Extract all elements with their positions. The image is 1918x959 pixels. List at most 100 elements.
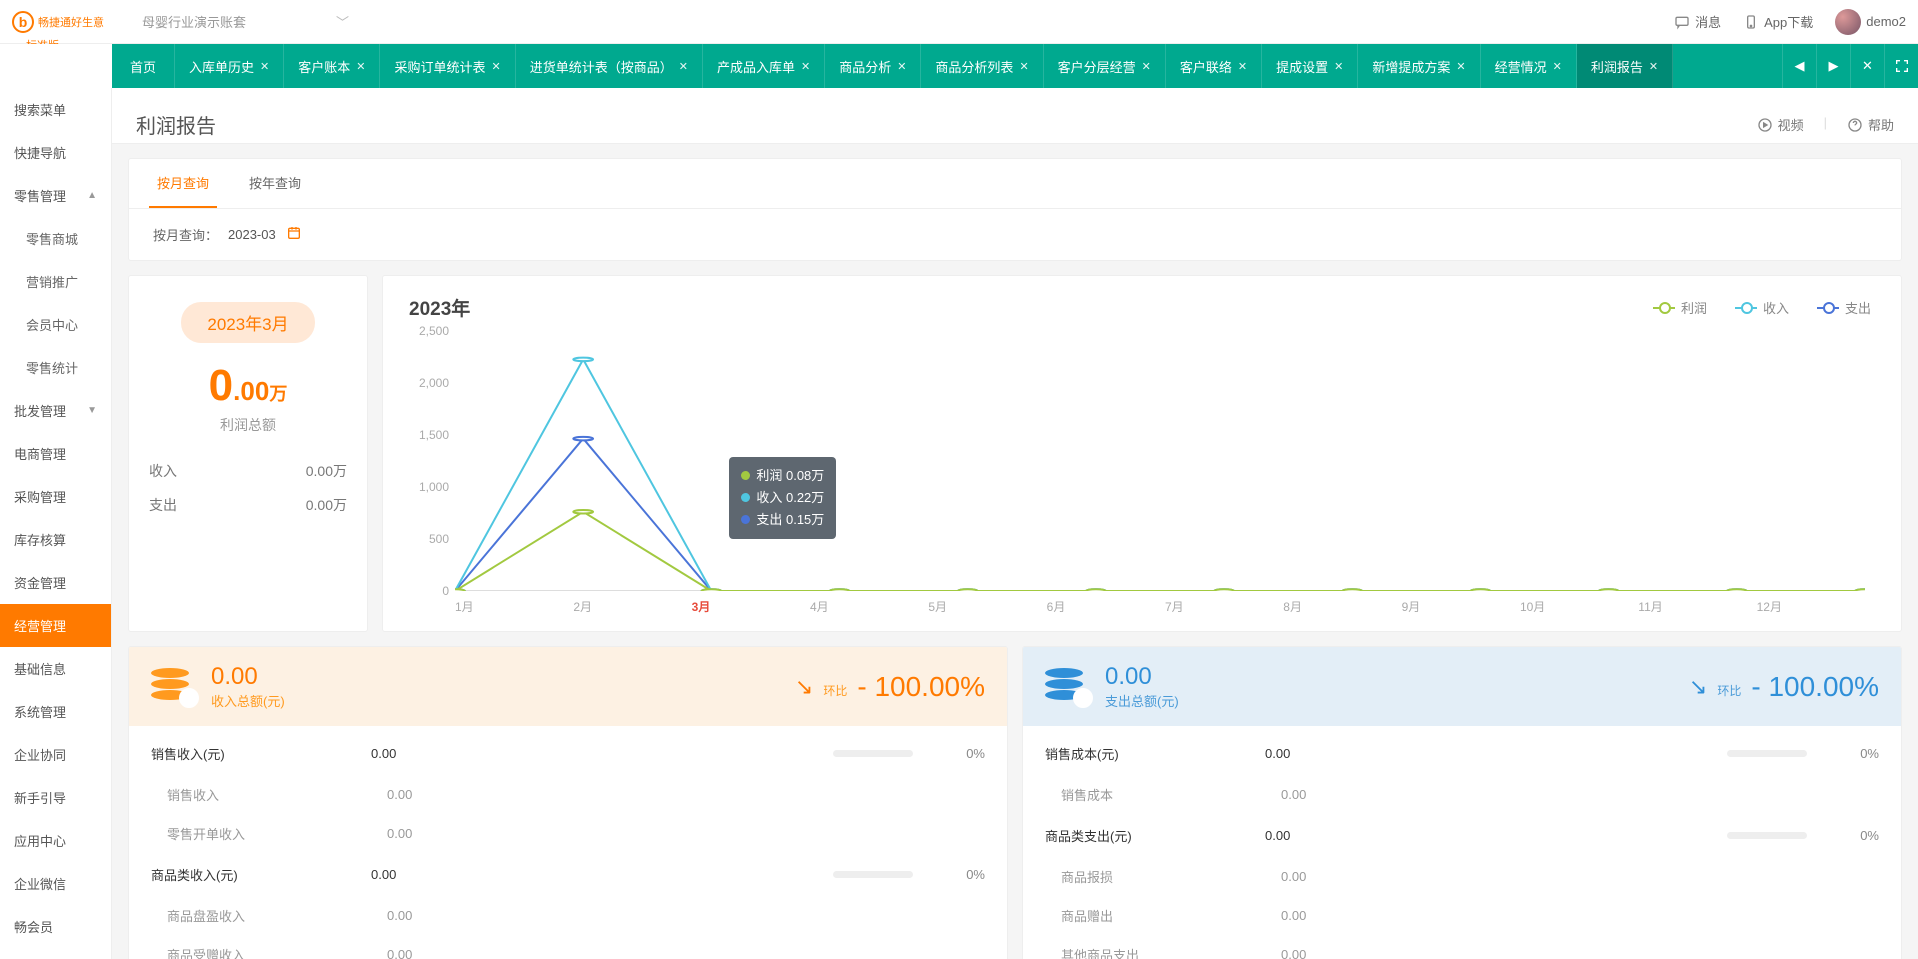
sidebar-item-15[interactable]: 企业协同 (0, 733, 111, 776)
tab-close-all-button[interactable]: ✕ (1850, 44, 1884, 88)
tab-4[interactable]: 进货单统计表（按商品）✕ (516, 44, 703, 88)
sidebar-item-12[interactable]: 经营管理 (0, 604, 111, 647)
x-tick: 9月 (1402, 598, 1520, 615)
sidebar-item-5[interactable]: 会员中心 (0, 303, 111, 346)
chevron-icon: ▲ (87, 190, 97, 201)
tab-fullscreen-button[interactable] (1884, 44, 1918, 88)
close-icon[interactable]: ✕ (1649, 60, 1658, 73)
sidebar-item-2[interactable]: 零售管理▲ (0, 174, 111, 217)
tab-11[interactable]: 新增提成方案✕ (1358, 44, 1480, 88)
chart-plot: 利润 0.08万收入 0.22万支出 0.15万 (455, 337, 1865, 591)
query-value[interactable]: 2023-03 (228, 227, 276, 242)
tab-2[interactable]: 客户账本✕ (284, 44, 380, 88)
sidebar-item-10[interactable]: 库存核算 (0, 518, 111, 561)
tab-query-year[interactable]: 按年查询 (241, 159, 309, 208)
tab-6[interactable]: 商品分析✕ (825, 44, 921, 88)
tab-scroll-right-button[interactable]: ▶ (1816, 44, 1850, 88)
tab-1[interactable]: 入库单历史✕ (175, 44, 284, 88)
x-tick: 7月 (1165, 598, 1283, 615)
month-pill: 2023年3月 (181, 302, 314, 343)
chart-card: 2023年 利润 收入 支出 05001,0001,5002,0002,500 … (382, 275, 1902, 632)
sidebar-item-7[interactable]: 批发管理▼ (0, 389, 111, 432)
sidebar-item-6[interactable]: 零售统计 (0, 346, 111, 389)
chart-y-axis: 05001,0001,5002,0002,500 (409, 331, 455, 591)
sidebar-item-3[interactable]: 零售商城 (0, 217, 111, 260)
sidebar-item-16[interactable]: 新手引导 (0, 776, 111, 819)
close-icon[interactable]: ✕ (1456, 60, 1465, 73)
legend-income: 收入 (1735, 298, 1789, 317)
sidebar-item-0[interactable]: 搜索菜单 (0, 88, 111, 131)
sidebar-item-11[interactable]: 资金管理 (0, 561, 111, 604)
income-amount: 0.00 (211, 663, 285, 691)
help-link-label: 帮助 (1868, 115, 1894, 134)
sidebar-item-18[interactable]: 企业微信 (0, 862, 111, 905)
video-link[interactable]: 视频 (1757, 115, 1804, 134)
sidebar-item-14[interactable]: 系统管理 (0, 690, 111, 733)
income-panel-body: 销售收入(元)0.000%销售收入0.00零售开单收入0.00商品类收入(元)0… (129, 726, 1007, 959)
tab-scroll-left-button[interactable]: ◀ (1782, 44, 1816, 88)
help-link[interactable]: 帮助 (1847, 115, 1894, 134)
account-selector[interactable]: 母婴行业演示账套 ﹀ (142, 12, 349, 31)
chart-x-axis: 1月2月3月4月5月6月7月8月9月10月11月12月 (455, 598, 1875, 615)
messages-button[interactable]: 消息 (1674, 12, 1721, 31)
income-panel-head: + 0.00 收入总额(元) ↘ 环比 - 100.00% (129, 647, 1007, 726)
summary-expense: 支出 0.00万 (149, 495, 347, 515)
account-selector-label: 母婴行业演示账套 (142, 12, 246, 31)
sidebar-item-1[interactable]: 快捷导航 (0, 131, 111, 174)
close-icon[interactable]: ✕ (897, 60, 906, 73)
sidebar-item-19[interactable]: 畅会员 (0, 905, 111, 948)
tab-13[interactable]: 利润报告✕ (1577, 44, 1673, 88)
app-download-label: App下载 (1764, 12, 1813, 31)
chart-area: 05001,0001,5002,0002,500 利润 0.08万收入 0.22… (409, 331, 1875, 621)
tab-8[interactable]: 客户分层经营✕ (1044, 44, 1166, 88)
legend-expense: 支出 (1817, 298, 1871, 317)
sidebar-item-9[interactable]: 采购管理 (0, 475, 111, 518)
tab-9[interactable]: 客户联络✕ (1166, 44, 1262, 88)
table-row: 销售收入0.00 (151, 775, 985, 814)
income-panel: + 0.00 收入总额(元) ↘ 环比 - 100.00% 销售收入(元)0.0… (128, 646, 1008, 959)
close-icon[interactable]: ✕ (1553, 60, 1562, 73)
tab-10[interactable]: 提成设置✕ (1262, 44, 1358, 88)
query-bar: 按月查询 按年查询 按月查询： 2023-03 (128, 158, 1902, 261)
sidebar-item-8[interactable]: 电商管理 (0, 432, 111, 475)
table-row: 零售开单收入0.00 (151, 814, 985, 853)
sidebar-item-13[interactable]: 基础信息 (0, 647, 111, 690)
close-icon[interactable]: ✕ (1142, 60, 1151, 73)
table-row: 销售成本(元)0.000% (1045, 732, 1879, 775)
tab-query-month[interactable]: 按月查询 (149, 159, 217, 208)
expense-amount: 0.00 (1105, 663, 1179, 691)
income-ratio: - 100.00% (857, 671, 985, 703)
close-icon[interactable]: ✕ (260, 60, 269, 73)
tab-12[interactable]: 经营情况✕ (1481, 44, 1577, 88)
message-icon (1674, 14, 1690, 30)
expense-panel: − 0.00 支出总额(元) ↘ 环比 - 100.00% 销售成本(元)0.0… (1022, 646, 1902, 959)
sidebar-item-17[interactable]: 应用中心 (0, 819, 111, 862)
expense-panel-body: 销售成本(元)0.000%销售成本0.00商品类支出(元)0.000%商品报损0… (1023, 726, 1901, 959)
close-icon[interactable]: ✕ (679, 60, 688, 73)
sidebar-item-4[interactable]: 营销推广 (0, 260, 111, 303)
top-header: b 畅捷通好生意 标准版 母婴行业演示账套 ﹀ 消息 App下载 demo2 (0, 0, 1918, 44)
expense-panel-head: − 0.00 支出总额(元) ↘ 环比 - 100.00% (1023, 647, 1901, 726)
user-menu[interactable]: demo2 (1835, 9, 1906, 35)
expense-subtitle: 支出总额(元) (1105, 691, 1179, 710)
tab-7[interactable]: 商品分析列表✕ (921, 44, 1043, 88)
body: 搜索菜单快捷导航零售管理▲零售商城营销推广会员中心零售统计批发管理▼电商管理采购… (0, 88, 1918, 959)
chart-svg (455, 337, 1865, 591)
app-download-button[interactable]: App下载 (1743, 12, 1813, 31)
close-icon[interactable]: ✕ (1334, 60, 1343, 73)
tab-5[interactable]: 产成品入库单✕ (703, 44, 825, 88)
x-tick: 10月 (1520, 598, 1638, 615)
calendar-icon[interactable] (286, 225, 302, 244)
tab-0[interactable]: 首页 (112, 44, 175, 88)
table-row: 商品报损0.00 (1045, 857, 1879, 896)
x-tick: 11月 (1638, 598, 1756, 615)
close-icon[interactable]: ✕ (1019, 60, 1028, 73)
close-icon[interactable]: ✕ (492, 60, 501, 73)
fullscreen-icon (1894, 58, 1910, 74)
close-icon[interactable]: ✕ (1238, 60, 1247, 73)
logo: b 畅捷通好生意 标准版 (12, 11, 112, 33)
close-icon[interactable]: ✕ (801, 60, 810, 73)
table-row: 销售收入(元)0.000% (151, 732, 985, 775)
close-icon[interactable]: ✕ (356, 60, 365, 73)
tab-3[interactable]: 采购订单统计表✕ (380, 44, 515, 88)
